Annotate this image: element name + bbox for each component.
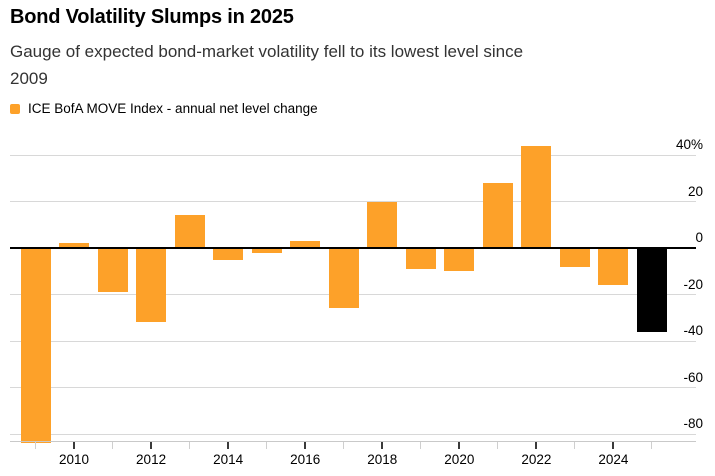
y-axis-label--80: -80	[683, 416, 703, 431]
x-axis-line	[10, 441, 696, 442]
x-tick-2023	[574, 442, 576, 449]
x-tick-2019	[420, 442, 422, 449]
y-axis-label--60: -60	[683, 369, 703, 385]
bar-2023	[559, 248, 590, 267]
x-tick-2022	[535, 442, 538, 449]
x-axis-label-2020: 2020	[444, 452, 475, 467]
x-tick-2025	[651, 442, 653, 449]
x-tick-2015	[266, 442, 268, 449]
x-tick-2012	[150, 442, 153, 449]
gridline--40	[10, 340, 696, 342]
legend: ICE BofA MOVE Index - annual net level c…	[10, 101, 318, 116]
x-axis-label-2016: 2016	[290, 452, 321, 467]
bar-2020	[444, 248, 475, 272]
gridline-20	[10, 201, 696, 202]
bar-2016	[290, 241, 321, 248]
chart-subtitle: Gauge of expected bond-market volatility…	[10, 42, 524, 88]
y-axis-label-0: 0	[695, 230, 703, 245]
x-tick-2017	[343, 442, 345, 449]
y-axis-label-40: 40%	[675, 137, 703, 152]
x-axis-label-2010: 2010	[58, 452, 90, 467]
x-tick-2009	[35, 442, 36, 449]
x-axis-label-2018: 2018	[367, 452, 398, 467]
bar-2025	[636, 248, 667, 332]
x-tick-2011	[112, 442, 114, 449]
bar-2015	[251, 248, 282, 253]
bar-2009	[20, 248, 51, 444]
bar-2010	[59, 243, 90, 248]
bar-2024	[598, 248, 629, 286]
x-tick-2024	[612, 442, 615, 449]
x-axis-label-2024: 2024	[598, 452, 629, 467]
x-axis-label-2014: 2014	[213, 452, 244, 467]
gridline-40	[10, 154, 696, 156]
x-tick-2014	[227, 442, 230, 449]
y-axis-label--20: -20	[683, 276, 703, 292]
chart-title: Bond Volatility Slumps in 2025	[10, 6, 294, 28]
bar-2012	[136, 248, 167, 323]
gridline--60	[10, 387, 696, 388]
y-axis-label-20: 20	[687, 183, 703, 199]
y-axis-label--40: -40	[683, 323, 703, 338]
x-axis-label-2012: 2012	[136, 452, 167, 467]
bar-2019	[405, 248, 436, 269]
zero-line	[10, 247, 696, 249]
bar-2018	[367, 201, 398, 248]
gridline--80	[10, 433, 696, 435]
bar-2017	[328, 248, 359, 309]
bar-2022	[521, 145, 552, 248]
bar-2011	[97, 248, 128, 293]
x-tick-2010	[73, 442, 76, 449]
x-tick-2021	[497, 442, 499, 449]
bar-2021	[482, 182, 513, 248]
bar-2013	[174, 215, 205, 248]
x-tick-2016	[304, 442, 307, 449]
x-tick-2020	[458, 442, 461, 449]
x-tick-2018	[381, 442, 384, 449]
x-axis-label-2022: 2022	[521, 452, 552, 467]
bar-2014	[213, 248, 244, 260]
legend-swatch-icon	[10, 103, 20, 114]
legend-label: ICE BofA MOVE Index - annual net level c…	[28, 101, 318, 116]
x-tick-2013	[189, 442, 191, 449]
